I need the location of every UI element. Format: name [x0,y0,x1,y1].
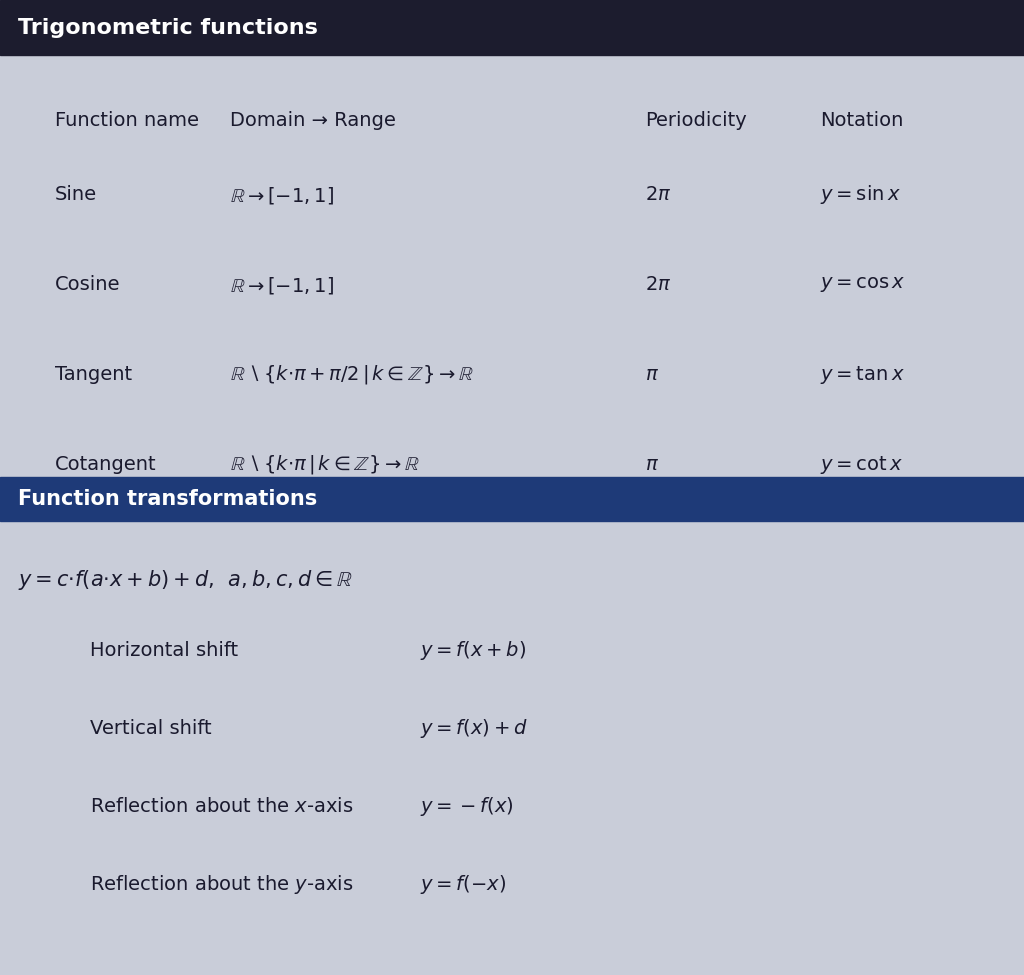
Text: Cosine: Cosine [55,276,121,294]
Text: $y = f(x+b)$: $y = f(x+b)$ [420,639,526,661]
Text: Trigonometric functions: Trigonometric functions [18,18,317,37]
Text: $\pi$: $\pi$ [645,366,659,384]
Text: Cotangent: Cotangent [55,455,157,475]
Text: $y = f(-x)$: $y = f(-x)$ [420,873,506,895]
Text: $y = \cos x$: $y = \cos x$ [820,276,905,294]
Text: $2\pi$: $2\pi$ [645,276,672,294]
Text: $y = \tan x$: $y = \tan x$ [820,364,905,386]
Text: $y = -f(x)$: $y = -f(x)$ [420,795,514,817]
Text: Vertical shift: Vertical shift [90,719,212,737]
Text: Tangent: Tangent [55,366,132,384]
Bar [0,0,1024,55]
Text: $2\pi$: $2\pi$ [645,185,672,205]
Text: Function name: Function name [55,110,199,130]
Text: Function transformations: Function transformations [18,489,317,509]
Text: $\pi$: $\pi$ [645,455,659,475]
Text: $y = \sin x$: $y = \sin x$ [820,183,901,207]
Text: $\mathbb{R}\rightarrow[-1,1]$: $\mathbb{R}\rightarrow[-1,1]$ [230,275,334,295]
Text: Domain → Range: Domain → Range [230,110,396,130]
Text: Sine: Sine [55,185,97,205]
Text: $y = f(x)+d$: $y = f(x)+d$ [420,717,528,739]
Text: Notation: Notation [820,110,903,130]
Text: $y = \cot x$: $y = \cot x$ [820,454,903,476]
Text: Reflection about the $x$-axis: Reflection about the $x$-axis [90,797,353,815]
Bar [0,477,1024,521]
Text: $\mathbb{R}\setminus\{k{\cdot}\pi+\pi/2\,|\,k\in\mathbb{Z}\}\rightarrow\mathbb{R: $\mathbb{R}\setminus\{k{\cdot}\pi+\pi/2\… [230,364,474,386]
Text: Horizontal shift: Horizontal shift [90,641,239,659]
Text: Reflection about the $y$-axis: Reflection about the $y$-axis [90,873,353,895]
Text: $y=c{\cdot}f(a{\cdot}x+b)+d$,  $a,b,c,d\in\mathbb{R}$: $y=c{\cdot}f(a{\cdot}x+b)+d$, $a,b,c,d\i… [18,568,353,592]
Text: Periodicity: Periodicity [645,110,746,130]
Text: $\mathbb{R}\rightarrow[-1,1]$: $\mathbb{R}\rightarrow[-1,1]$ [230,184,334,206]
Text: $\mathbb{R}\setminus\{k{\cdot}\pi\,|\,k\in\mathbb{Z}\}\rightarrow\mathbb{R}$: $\mathbb{R}\setminus\{k{\cdot}\pi\,|\,k\… [230,453,420,477]
